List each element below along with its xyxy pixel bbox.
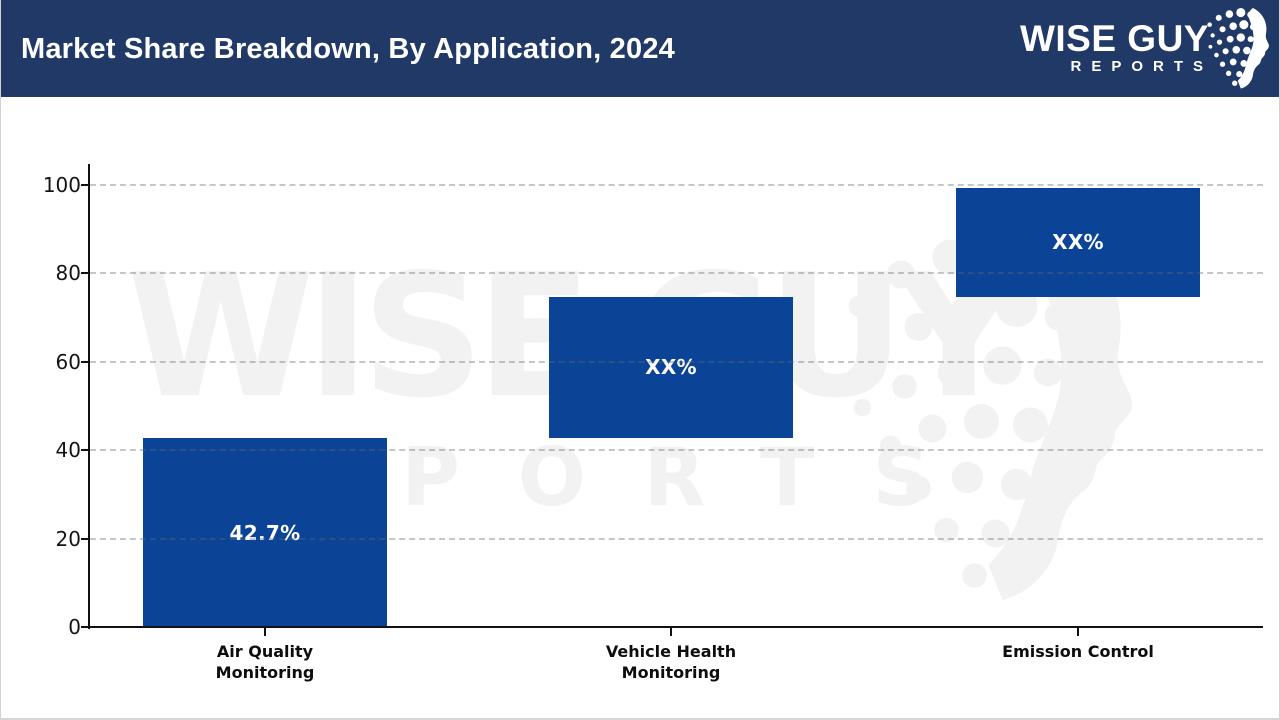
x-category-label-line: Monitoring: [621, 663, 721, 682]
y-tick-mark: [81, 626, 88, 628]
wiseguy-face-icon: [1199, 4, 1275, 94]
y-gridline: [90, 537, 1263, 540]
y-tick-mark: [81, 360, 88, 363]
x-category-label-line: Air Quality: [216, 642, 314, 661]
market-share-bar: XX%: [549, 296, 793, 439]
bar-value-label: 42.7%: [229, 520, 301, 545]
y-tick-mark: [81, 183, 88, 186]
y-tick-label: 40: [55, 438, 81, 463]
x-category-label-line: Vehicle Health: [605, 642, 737, 661]
logo-wordmark: WISE GUY: [1019, 18, 1209, 59]
y-gridline: [90, 183, 1263, 186]
y-tick-label: 0: [68, 615, 81, 639]
bar-value-label: XX%: [1052, 230, 1104, 255]
x-category-label-line: Emission Control: [1002, 642, 1154, 661]
x-tick-mark: [670, 628, 672, 636]
y-tick-label: 100: [42, 172, 81, 197]
x-category-label: Vehicle Health Monitoring: [511, 641, 831, 683]
x-category-label: Emission Control: [918, 641, 1238, 662]
chart-area: 0 20 40 60 80 100 42.7% XX% XX% Air Quality Monito…: [1, 97, 1279, 718]
x-tick-mark: [1077, 628, 1079, 636]
y-gridline: [90, 272, 1263, 275]
market-share-bar: XX%: [956, 187, 1200, 297]
page-title: Market Share Breakdown, By Application, …: [21, 33, 675, 65]
y-tick-label: 20: [55, 526, 81, 551]
logo-subtitle: REPORTS: [1070, 58, 1213, 75]
y-tick-label: 60: [55, 349, 81, 374]
x-tick-mark: [264, 628, 266, 636]
bar-value-label: XX%: [645, 355, 697, 380]
header-bar: Market Share Breakdown, By Application, …: [1, 0, 1279, 97]
x-category-label: Air Quality Monitoring: [105, 641, 425, 683]
y-tick-mark: [81, 537, 88, 540]
y-tick-mark: [81, 272, 88, 275]
market-share-bar: 42.7%: [143, 438, 387, 627]
y-gridline: [90, 449, 1263, 452]
y-tick-mark: [81, 449, 88, 452]
y-axis-line: [88, 163, 90, 629]
y-tick-label: 80: [55, 261, 81, 286]
y-gridline: [90, 360, 1263, 363]
x-category-label-line: Monitoring: [215, 663, 315, 682]
wiseguy-logo: WISE GUY REPORTS: [1019, 0, 1271, 97]
x-axis-line: [88, 626, 1263, 628]
